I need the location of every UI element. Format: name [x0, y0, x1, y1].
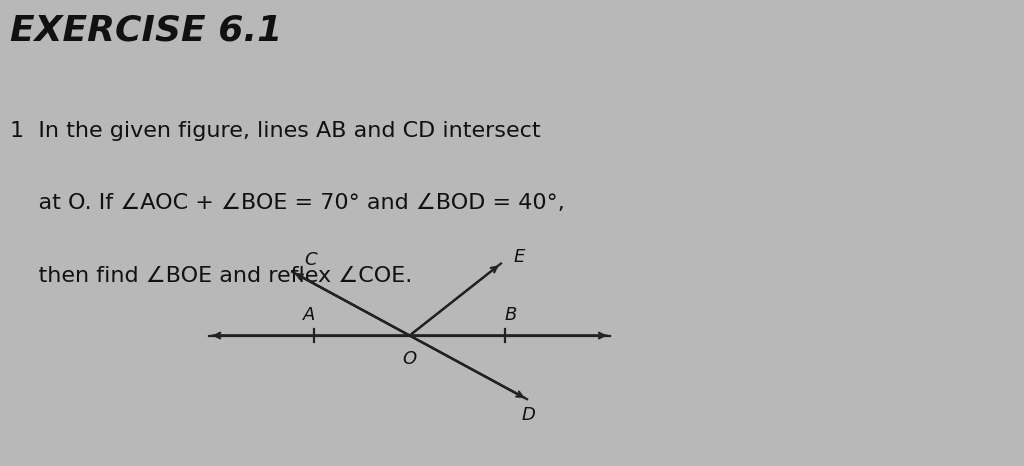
Text: at O. If ∠AOC + ∠BOE = 70° and ∠BOD = 40°,: at O. If ∠AOC + ∠BOE = 70° and ∠BOD = 40… [10, 193, 565, 213]
Text: B: B [504, 306, 517, 324]
Text: 1  In the given figure, lines AB and CD intersect: 1 In the given figure, lines AB and CD i… [10, 121, 541, 141]
Text: EXERCISE 6.1: EXERCISE 6.1 [10, 14, 283, 48]
Text: O: O [402, 350, 417, 368]
Text: C: C [304, 252, 317, 269]
Text: then find ∠BOE and reflex ∠COE.: then find ∠BOE and reflex ∠COE. [10, 266, 413, 286]
Text: D: D [522, 406, 536, 424]
Text: A: A [302, 306, 315, 324]
Text: E: E [513, 248, 524, 266]
